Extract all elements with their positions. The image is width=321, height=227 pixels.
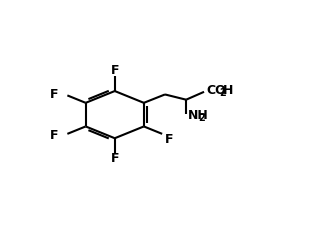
Text: F: F: [50, 129, 59, 142]
Text: F: F: [110, 64, 119, 77]
Text: NH: NH: [187, 109, 208, 122]
Text: 2: 2: [219, 88, 226, 98]
Text: H: H: [223, 84, 233, 97]
Text: 2: 2: [199, 113, 205, 123]
Text: F: F: [165, 133, 173, 146]
Text: F: F: [50, 88, 59, 101]
Text: CO: CO: [206, 84, 226, 97]
Text: F: F: [110, 152, 119, 165]
